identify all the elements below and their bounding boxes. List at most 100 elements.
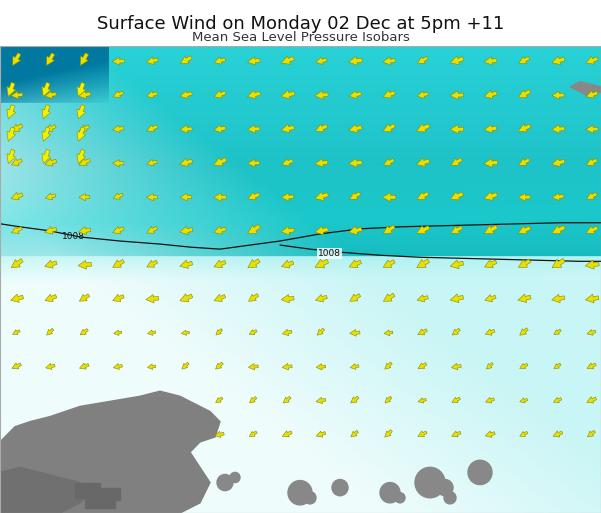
FancyArrow shape (383, 124, 395, 132)
FancyArrow shape (42, 149, 50, 164)
FancyArrow shape (7, 82, 16, 96)
FancyArrow shape (11, 91, 23, 99)
FancyArrow shape (385, 429, 392, 437)
FancyArrow shape (247, 90, 261, 99)
FancyArrow shape (281, 260, 294, 268)
FancyArrow shape (249, 330, 257, 334)
FancyArrow shape (283, 397, 291, 403)
FancyArrow shape (417, 295, 429, 302)
FancyArrow shape (451, 226, 463, 233)
FancyArrow shape (248, 125, 260, 133)
FancyArrow shape (486, 363, 493, 369)
FancyArrow shape (486, 329, 495, 335)
FancyArrow shape (451, 431, 461, 437)
FancyArrow shape (213, 193, 226, 202)
FancyArrow shape (180, 158, 193, 166)
FancyArrow shape (79, 227, 91, 234)
FancyArrow shape (77, 105, 86, 119)
FancyArrow shape (249, 397, 257, 403)
FancyArrow shape (147, 364, 156, 369)
FancyArrow shape (520, 363, 528, 368)
FancyArrow shape (45, 91, 56, 98)
FancyArrow shape (316, 124, 328, 132)
FancyArrow shape (552, 91, 564, 100)
FancyArrow shape (11, 227, 22, 233)
FancyArrow shape (282, 159, 293, 166)
FancyArrow shape (416, 124, 430, 132)
FancyArrow shape (281, 294, 294, 303)
FancyArrow shape (214, 260, 226, 268)
FancyArrow shape (518, 90, 531, 97)
Circle shape (288, 481, 312, 505)
FancyArrow shape (552, 294, 565, 303)
Circle shape (217, 475, 233, 490)
FancyArrow shape (11, 294, 23, 303)
FancyArrow shape (485, 431, 495, 438)
FancyArrow shape (46, 328, 54, 335)
FancyArrow shape (7, 149, 16, 164)
Circle shape (304, 491, 316, 504)
FancyArrow shape (451, 158, 462, 165)
FancyArrow shape (349, 260, 362, 268)
FancyArrow shape (350, 396, 359, 403)
FancyArrow shape (316, 431, 326, 437)
FancyArrow shape (146, 294, 159, 303)
FancyArrow shape (42, 82, 50, 96)
FancyArrow shape (79, 91, 91, 99)
FancyArrow shape (382, 193, 396, 202)
FancyArrow shape (180, 91, 192, 98)
FancyArrow shape (45, 226, 57, 234)
FancyArrow shape (349, 159, 362, 167)
FancyArrow shape (518, 294, 531, 303)
FancyArrow shape (416, 259, 430, 268)
FancyArrow shape (147, 159, 157, 166)
FancyArrow shape (450, 91, 463, 100)
FancyArrow shape (12, 363, 22, 369)
FancyArrow shape (147, 260, 157, 267)
FancyArrow shape (383, 225, 395, 234)
FancyArrow shape (81, 53, 88, 66)
Bar (75, 483, 100, 498)
FancyArrow shape (519, 158, 530, 165)
FancyArrow shape (484, 57, 497, 65)
FancyArrow shape (350, 364, 359, 369)
FancyArrow shape (518, 193, 530, 201)
FancyArrow shape (349, 91, 362, 98)
FancyArrow shape (281, 124, 294, 133)
FancyArrow shape (486, 398, 495, 403)
FancyArrow shape (552, 158, 565, 167)
FancyArrow shape (77, 149, 86, 164)
FancyArrow shape (180, 260, 193, 268)
FancyArrow shape (552, 125, 565, 133)
FancyArrow shape (418, 431, 427, 437)
FancyArrow shape (248, 364, 258, 370)
FancyArrow shape (79, 363, 89, 369)
Polygon shape (0, 391, 220, 513)
FancyArrow shape (214, 226, 227, 234)
FancyArrow shape (248, 259, 260, 268)
FancyArrow shape (519, 56, 530, 64)
FancyArrow shape (77, 127, 86, 141)
FancyArrow shape (385, 362, 392, 369)
Circle shape (444, 491, 456, 504)
FancyArrow shape (78, 260, 91, 269)
FancyArrow shape (418, 329, 427, 335)
FancyArrow shape (587, 363, 596, 369)
FancyArrow shape (485, 294, 496, 302)
FancyArrow shape (315, 259, 329, 268)
FancyArrow shape (13, 330, 20, 334)
FancyArrow shape (316, 294, 328, 302)
Circle shape (380, 483, 400, 503)
FancyArrow shape (520, 431, 528, 437)
FancyArrow shape (450, 260, 464, 269)
FancyArrow shape (215, 431, 224, 438)
FancyArrow shape (180, 56, 192, 64)
FancyArrow shape (349, 226, 362, 235)
FancyArrow shape (13, 53, 21, 66)
FancyArrow shape (282, 329, 292, 336)
FancyArrow shape (11, 259, 23, 268)
FancyArrow shape (519, 259, 531, 267)
FancyArrow shape (11, 159, 22, 166)
FancyArrow shape (42, 105, 50, 119)
FancyArrow shape (315, 192, 329, 201)
